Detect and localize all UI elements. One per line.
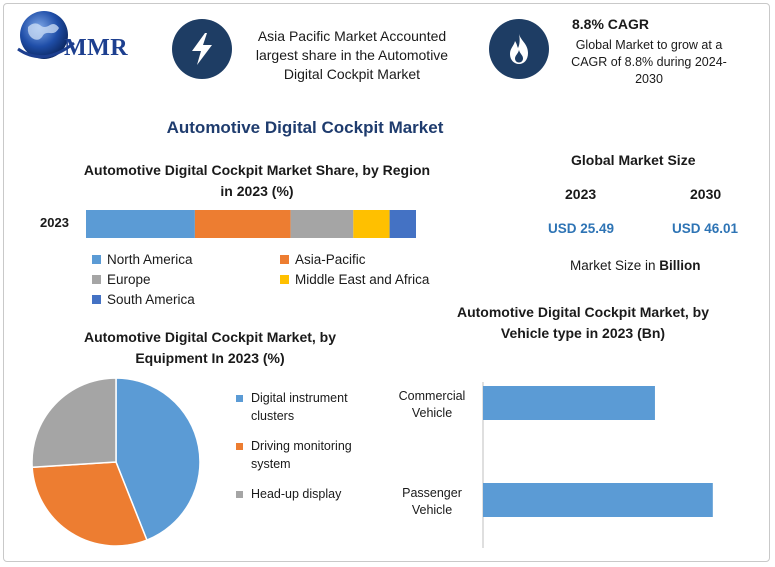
legend-label: Head-up display — [251, 487, 342, 501]
legend-label: Digital instrument clusters — [251, 391, 348, 423]
globe-icon — [17, 11, 75, 59]
region-bar-category-label: 2023 — [40, 215, 69, 230]
header-asia-pacific-text: Asia Pacific Market Accounted largest sh… — [255, 28, 449, 82]
vehicle-bar-commercial-vehicle — [483, 386, 655, 420]
region-bar-segment-asia-pacific — [194, 210, 291, 238]
pie-slice-digital-instrument-clusters — [115, 377, 201, 542]
legend-item-south-america: South America — [92, 292, 195, 307]
market-size-unit-note: Market Size in Billion — [570, 258, 701, 273]
legend-swatch — [236, 491, 243, 498]
region-bar-segment-europe — [290, 210, 354, 238]
legend-label: Middle East and Africa — [295, 272, 430, 287]
infographic-frame — [3, 3, 770, 562]
year-2030-label: 2030 — [690, 186, 722, 202]
market-size-2030-value: USD 46.01 — [672, 221, 739, 236]
vehicle-bar-passenger-vehicle — [483, 483, 713, 517]
legend-label: South America — [107, 292, 195, 307]
legend-label: North America — [107, 252, 193, 267]
region-stacked-bar — [86, 210, 416, 238]
region-bar-segment-south-america — [389, 210, 416, 238]
pie-legend-item-driving-monitoring-system: Driving monitoring system — [236, 437, 376, 473]
legend-label: Europe — [107, 272, 151, 287]
legend-swatch — [92, 275, 101, 284]
cagr-text: Global Market to grow at a CAGR of 8.8% … — [571, 38, 727, 86]
year-2023-label: 2023 — [565, 186, 597, 202]
region-bar-segment-north-america — [86, 210, 195, 238]
legend-swatch — [236, 443, 243, 450]
vehicle-category-label: Commercial Vehicle — [399, 389, 466, 420]
brand-logo: MMR — [14, 9, 154, 65]
legend-item-north-america: North America — [92, 252, 193, 267]
vehicle-category-label: Passenger Vehicle — [402, 486, 462, 517]
global-market-title: Global Market Size — [571, 152, 696, 168]
vehicle-bar-chart: Commercial Vehicle Passenger Vehicle — [399, 382, 713, 548]
legend-swatch — [280, 255, 289, 264]
region-bar-segment-middle-east-and-africa — [353, 210, 390, 238]
legend-item-asia-pacific: Asia-Pacific — [280, 252, 366, 267]
legend-swatch — [92, 255, 101, 264]
flame-icon — [489, 19, 549, 79]
brand-name: MMR — [64, 35, 129, 61]
legend-label: Driving monitoring system — [251, 439, 352, 471]
pie-legend-item-head-up-display: Head-up display — [236, 485, 376, 503]
legend-item-europe: Europe — [92, 272, 151, 287]
equipment-chart-title: Automotive Digital Cockpit Market, by Eq… — [83, 329, 337, 366]
lightning-bolt-icon — [172, 19, 232, 79]
legend-label: Asia-Pacific — [295, 252, 366, 267]
pie-slice-driving-monitoring-system — [31, 461, 148, 547]
cagr-title: 8.8% CAGR — [572, 16, 650, 32]
legend-swatch — [236, 395, 243, 402]
legend-swatch — [280, 275, 289, 284]
equipment-pie-chart — [31, 377, 201, 547]
pie-slice-head-up-display — [31, 377, 117, 469]
pie-legend-item-digital-instrument-clusters: Digital instrument clusters — [236, 389, 376, 425]
vehicle-chart-title: Automotive Digital Cockpit Market, by Ve… — [456, 304, 710, 341]
region-chart-title: Automotive Digital Cockpit Market Share,… — [83, 162, 431, 199]
legend-item-middle-east-and-africa: Middle East and Africa — [280, 272, 429, 287]
market-size-2023-value: USD 25.49 — [548, 221, 615, 236]
main-title: Automotive Digital Cockpit Market — [166, 118, 444, 137]
legend-swatch — [92, 295, 101, 304]
